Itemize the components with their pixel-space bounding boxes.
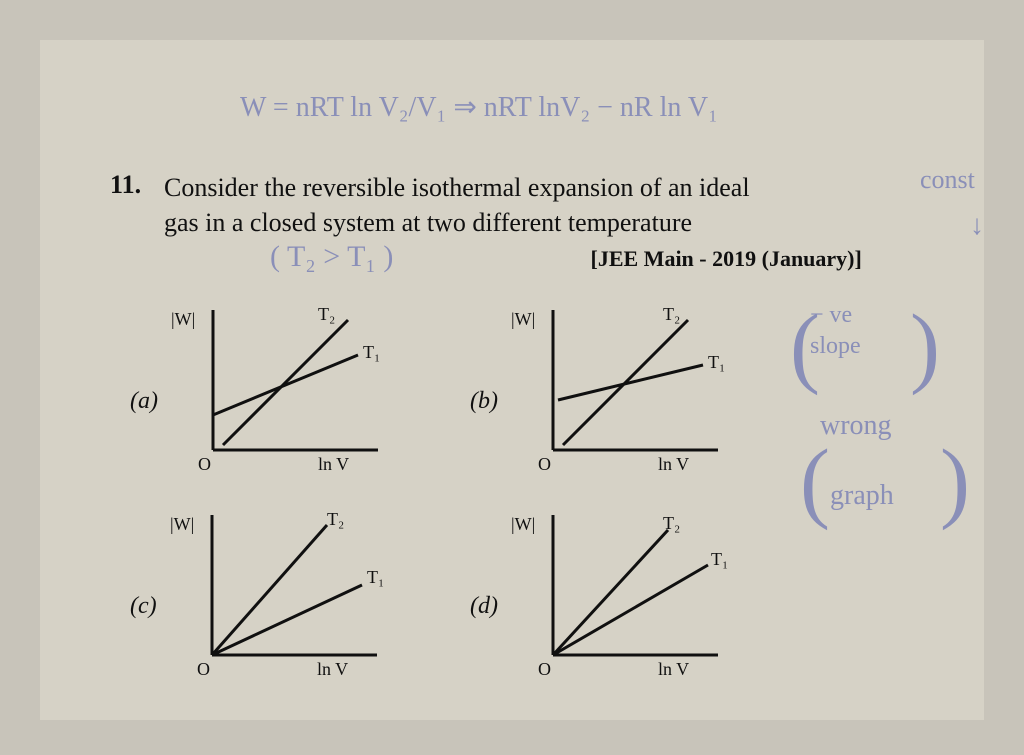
page: W = nRT ln V₂/V₁ ⇒ nRT lnV₂ − nR ln V₁ 1… <box>40 40 984 720</box>
option-c-cell: (c) |W| O ln V T₂ T₁ <box>130 505 470 680</box>
option-d-label: (d) <box>470 593 498 680</box>
svg-text:ln V: ln V <box>317 659 348 679</box>
hw-t2-gt-t1: ( T₂ > T₁ ) <box>270 240 393 274</box>
options-grid: (a) |W| O ln V T₂ T₁ (b) <box>130 300 830 710</box>
svg-text:O: O <box>198 454 211 474</box>
option-a-cell: (a) |W| O ln V T₂ T₁ <box>130 300 470 475</box>
question-number: 11. <box>110 170 160 200</box>
svg-text:ln V: ln V <box>318 454 349 474</box>
hw-arrow-icon: ↓ <box>970 210 984 242</box>
question-line1: Consider the reversible isothermal expan… <box>164 173 750 202</box>
svg-text:|W|: |W| <box>170 514 194 534</box>
svg-text:T₁: T₁ <box>367 567 384 587</box>
graph-a: |W| O ln V T₂ T₁ <box>168 300 398 475</box>
hw-equation: W = nRT ln V₂/V₁ ⇒ nRT lnV₂ − nR ln V₁ <box>240 90 718 124</box>
svg-text:T₂: T₂ <box>327 509 344 529</box>
svg-text:T₁: T₁ <box>711 549 728 569</box>
question-line2: gas in a closed system at two different … <box>164 208 692 237</box>
svg-text:O: O <box>538 659 551 679</box>
hw-graph: graph <box>830 480 894 512</box>
option-b-cell: (b) |W| O ln V T₂ T₁ <box>470 300 810 475</box>
svg-text:ln V: ln V <box>658 659 689 679</box>
hw-const: const <box>920 165 975 195</box>
svg-text:|W|: |W| <box>511 514 535 534</box>
svg-text:T₂: T₂ <box>663 304 680 324</box>
paren-right-1: ) <box>910 295 940 398</box>
svg-text:T₁: T₁ <box>708 352 725 372</box>
option-d-cell: (d) |W| O ln V T₂ T₁ <box>470 505 810 680</box>
question-source: [JEE Main - 2019 (January)] <box>591 246 862 271</box>
option-a-label: (a) <box>130 388 158 475</box>
option-b-label: (b) <box>470 388 498 475</box>
svg-text:|W|: |W| <box>171 309 195 329</box>
hw-wrong: wrong <box>820 410 892 442</box>
option-row-2: (c) |W| O ln V T₂ T₁ (d) <box>130 505 830 680</box>
svg-text:O: O <box>538 454 551 474</box>
svg-text:|W|: |W| <box>511 309 535 329</box>
svg-text:T₂: T₂ <box>318 304 335 324</box>
svg-text:T₂: T₂ <box>663 513 680 533</box>
graph-b: |W| O ln V T₂ T₁ <box>508 300 738 475</box>
option-row-1: (a) |W| O ln V T₂ T₁ (b) <box>130 300 830 475</box>
graph-c: |W| O ln V T₂ T₁ <box>167 505 397 680</box>
paren-right-2: ) <box>940 430 970 533</box>
question-block: 11. Consider the reversible isothermal e… <box>110 170 990 275</box>
option-c-label: (c) <box>130 593 157 680</box>
svg-text:O: O <box>197 659 210 679</box>
svg-text:ln V: ln V <box>658 454 689 474</box>
svg-text:T₁: T₁ <box>363 342 380 362</box>
graph-d: |W| O ln V T₂ T₁ <box>508 505 738 680</box>
